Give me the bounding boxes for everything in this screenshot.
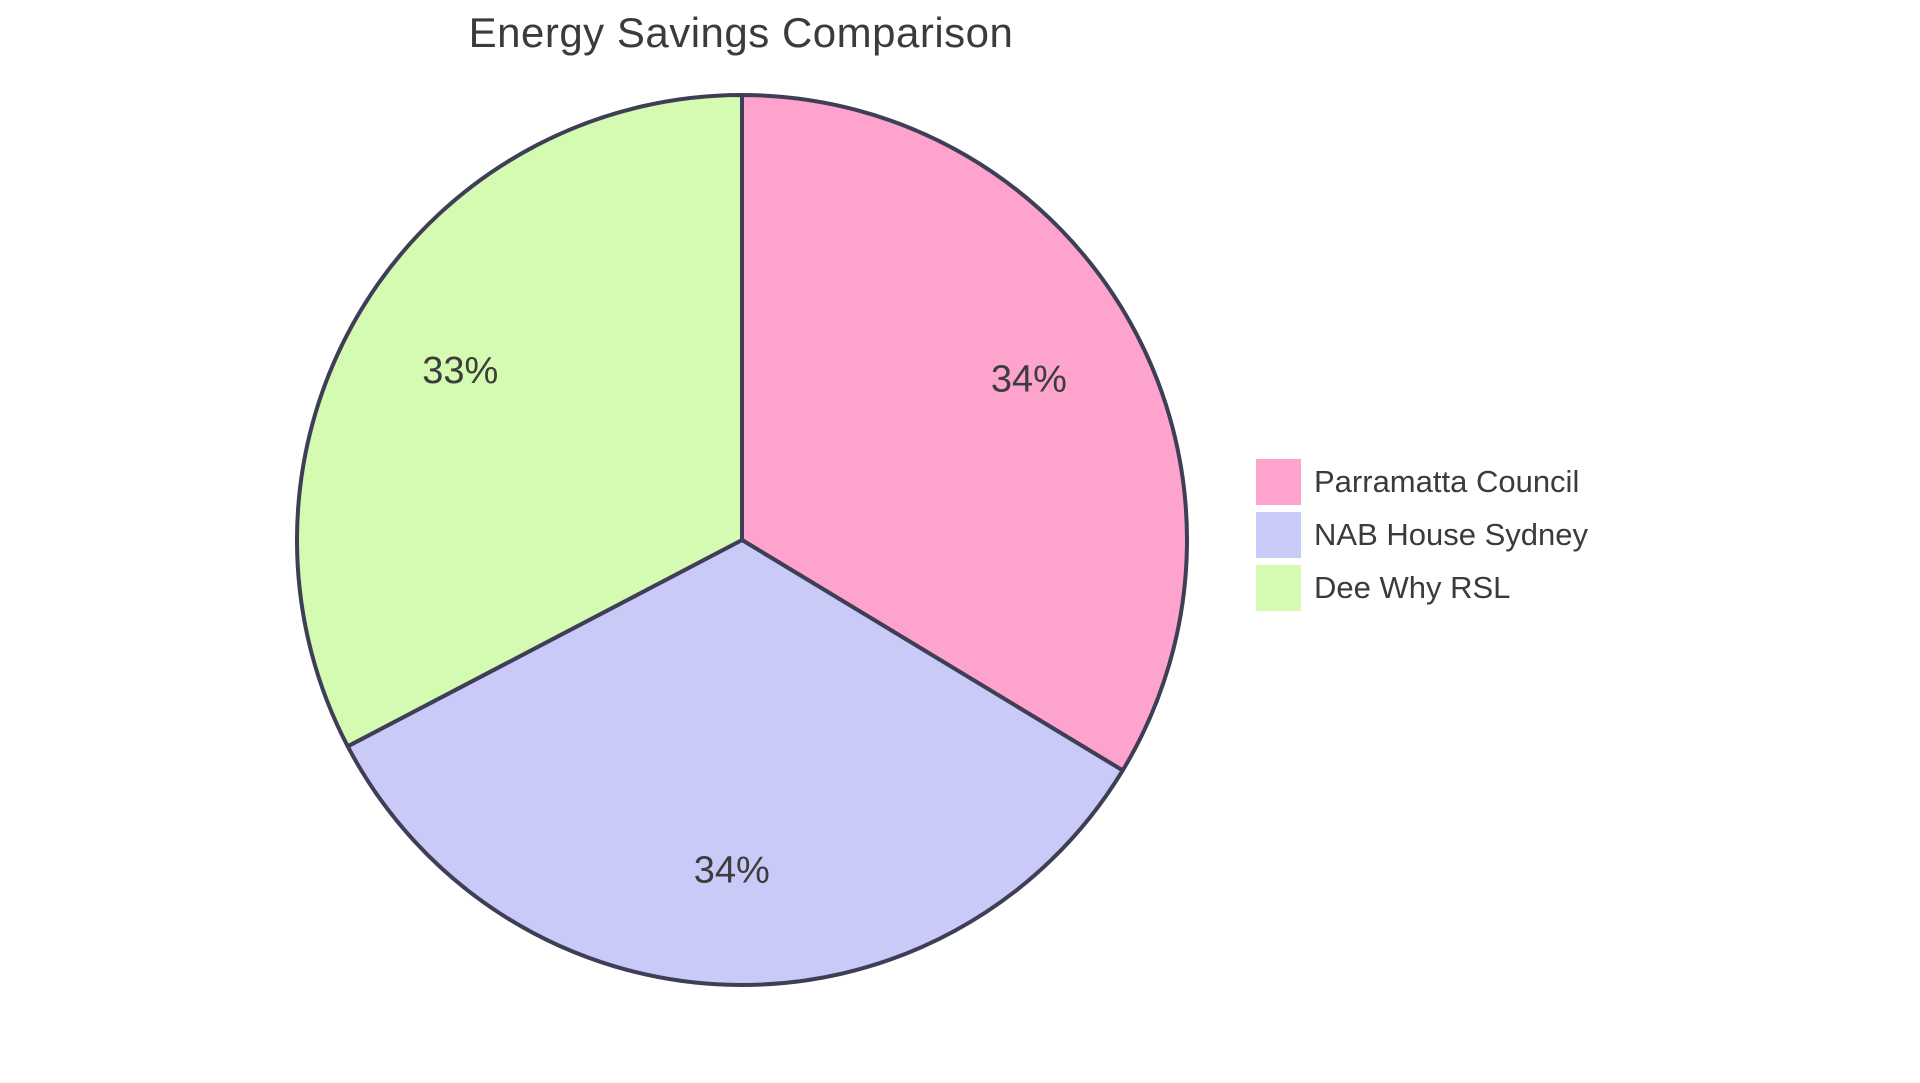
pie-slice-dee-why-rsl bbox=[295, 93, 744, 749]
legend-label: Parramatta Council bbox=[1314, 464, 1580, 499]
legend-label: NAB House Sydney bbox=[1314, 517, 1588, 552]
chart-title: Energy Savings Comparison bbox=[468, 9, 1014, 56]
legend: Parramatta Council NAB House Sydney Dee … bbox=[1256, 459, 1588, 611]
pie-slice-parramatta-council bbox=[740, 93, 1189, 773]
slice-percent-label-nab-house-sydney: 34% bbox=[694, 849, 770, 891]
legend-swatch-parramatta-council bbox=[1256, 459, 1301, 505]
slice-percent-label-dee-why-rsl: 33% bbox=[422, 350, 498, 392]
legend-item-parramatta-council[interactable]: Parramatta Council bbox=[1256, 459, 1588, 505]
legend-label: Dee Why RSL bbox=[1314, 570, 1511, 605]
legend-item-dee-why-rsl[interactable]: Dee Why RSL bbox=[1256, 565, 1588, 611]
legend-item-nab-house-sydney[interactable]: NAB House Sydney bbox=[1256, 512, 1588, 558]
legend-swatch-nab-house-sydney bbox=[1256, 512, 1301, 558]
slice-percent-label-parramatta-council: 34% bbox=[991, 359, 1067, 401]
pie-slice-nab-house-sydney bbox=[345, 538, 1125, 987]
legend-swatch-dee-why-rsl bbox=[1256, 565, 1301, 611]
